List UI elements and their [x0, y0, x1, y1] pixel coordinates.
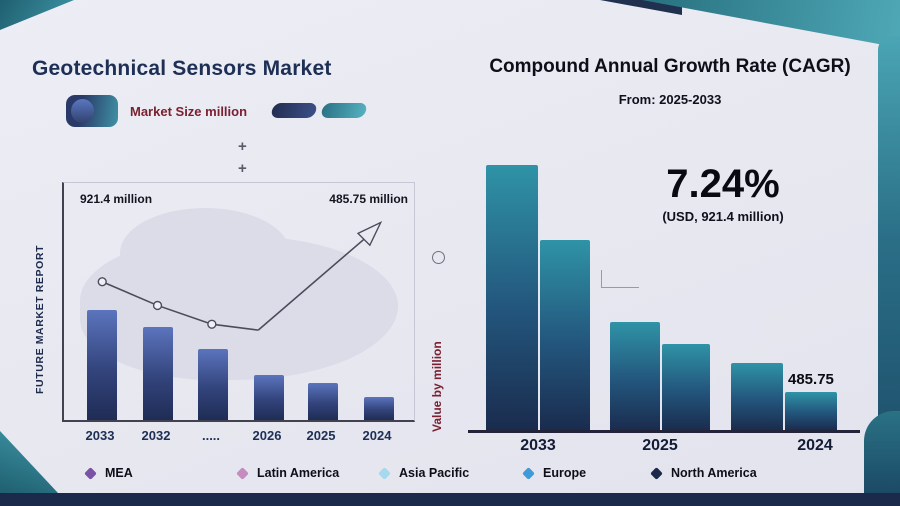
left-chart-min-annotation: 485.75 million: [329, 192, 408, 206]
right-chart-data-label: 485.75: [788, 371, 834, 388]
left-x-label: .....: [201, 428, 221, 443]
cagr-note: (USD, 921.4 million): [662, 209, 784, 224]
legend-item-europe: Europe: [522, 466, 587, 480]
page-title: Geotechnical Sensors Market: [32, 57, 332, 80]
cagr-title: Compound Annual Growth Rate (CAGR): [489, 56, 851, 77]
diamond-icon: [84, 466, 97, 480]
left-bar-2025: [308, 383, 338, 420]
corner-accent-bottom-right-icon: [864, 411, 900, 493]
left-x-label: 2026: [252, 428, 282, 443]
legend-item-latin-america: Latin America: [236, 466, 340, 480]
diamond-icon: [378, 466, 391, 480]
cagr-subtitle: From: 2025-2033: [618, 92, 722, 107]
right-bar-2033-b: [540, 240, 590, 430]
left-bar-dots: [198, 349, 228, 420]
left-bar-2026: [254, 375, 284, 420]
legend-item-north-america: North America: [650, 466, 757, 480]
plus-icon: +: [238, 138, 247, 155]
legend-item-mea: MEA: [84, 466, 133, 480]
legend-pills: [270, 103, 368, 118]
pill-navy-icon: [270, 103, 318, 118]
legend-item-label: Europe: [543, 466, 587, 480]
diamond-icon: [522, 466, 535, 480]
left-x-label: 2033: [85, 428, 115, 443]
left-x-label: 2032: [141, 428, 171, 443]
legend-item-label: MEA: [105, 466, 133, 480]
cloud-background-shape: [80, 208, 398, 380]
right-x-label: 2024: [797, 437, 833, 454]
left-x-label: 2025: [306, 428, 336, 443]
corner-accent-top-right-icon: [642, 0, 900, 48]
pill-teal-icon: [320, 103, 368, 118]
market-size-legend-label: Market Size million: [130, 104, 248, 119]
right-bar-2025-a: [610, 322, 660, 430]
legend-item-label: Latin America: [257, 466, 340, 480]
plus-icon: +: [238, 160, 247, 177]
left-chart-max-annotation: 921.4 million: [80, 192, 153, 206]
diamond-icon: [650, 466, 663, 480]
left-chart-watermark: FUTURE MARKET REPORT: [34, 244, 46, 394]
right-chart-y-axis-label: Value by million: [430, 341, 444, 432]
corner-accent-top-left-icon: [0, 0, 74, 30]
right-bar-2025-b: [662, 344, 710, 430]
bottom-navy-bar: [0, 493, 900, 506]
legend-item-label: North America: [671, 466, 757, 480]
legend-item-asia-pacific: Asia Pacific: [378, 466, 470, 480]
right-edge-accent-band: [878, 36, 900, 493]
diamond-icon: [236, 466, 249, 480]
right-x-label: 2025: [642, 437, 678, 454]
right-bar-2024-a: [731, 363, 783, 430]
market-size-cylinder-icon: [66, 95, 118, 127]
right-bar-2033-a: [486, 165, 538, 430]
right-x-label: 2033: [520, 437, 556, 454]
right-chart-x-axis: [468, 430, 860, 433]
legend-item-label: Asia Pacific: [399, 466, 470, 480]
bracket-decoration-icon: [601, 270, 639, 288]
corner-accent-bottom-left-icon: [0, 431, 58, 493]
cagr-value: 7.24%: [666, 162, 780, 206]
right-bar-2024-b: [785, 392, 837, 430]
trend-line-arrow-icon: [97, 221, 383, 331]
circle-decoration-icon: [432, 251, 445, 264]
left-bar-chart: 921.4 million 485.75 million: [62, 182, 415, 422]
left-bar-2032: [143, 327, 173, 420]
left-bar-2024: [364, 397, 394, 420]
left-x-label: 2024: [362, 428, 392, 443]
left-bar-2033: [87, 310, 117, 420]
